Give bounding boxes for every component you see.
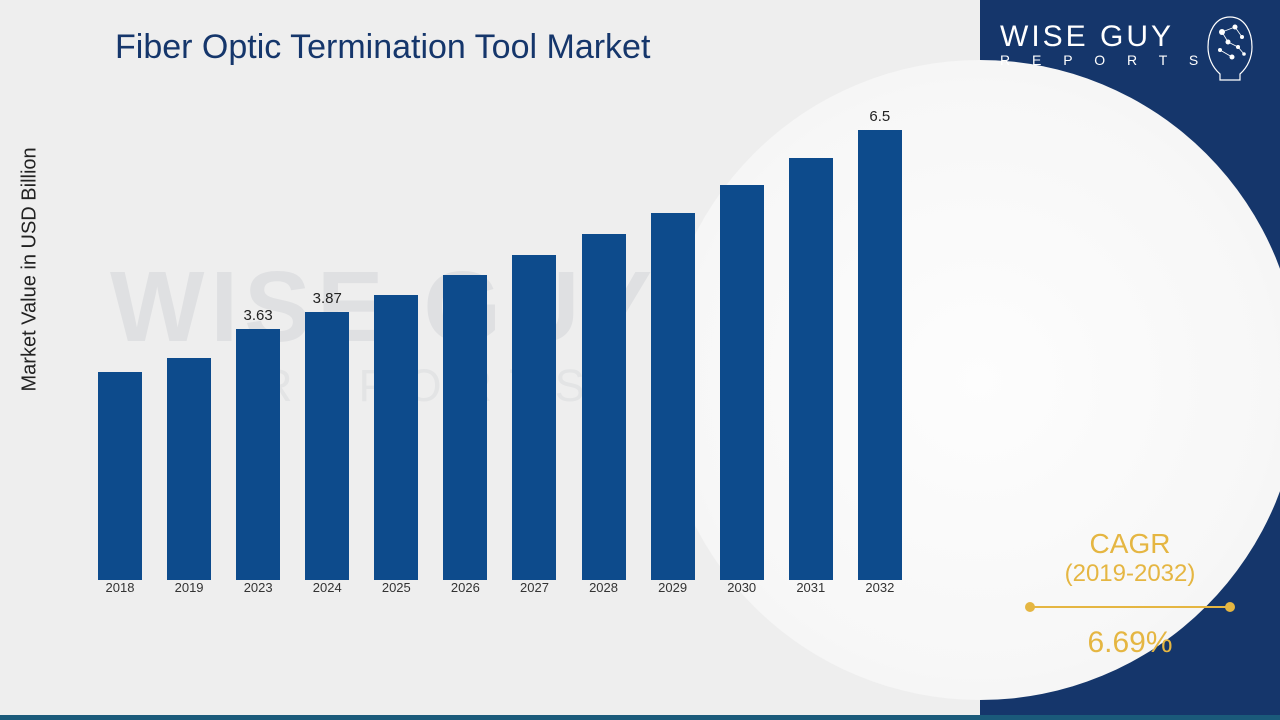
cagr-period: (2019-2032) — [1010, 560, 1250, 588]
x-tick-label: 2027 — [504, 580, 564, 600]
bar-slot: 3.63 — [228, 329, 288, 580]
x-tick-label: 2032 — [850, 580, 910, 600]
x-tick-label: 2030 — [712, 580, 772, 600]
bars-container: 3.633.876.5 — [90, 130, 910, 580]
bar — [512, 255, 556, 580]
bar — [167, 358, 211, 580]
chart-area: 3.633.876.5 2018201920232024202520262027… — [90, 130, 910, 600]
x-tick-label: 2019 — [159, 580, 219, 600]
bar — [720, 185, 764, 580]
x-axis: 2018 2019 2023 2024 2025 2026 2027 2028 2029 2030… — [90, 580, 910, 600]
bar-value-label: 3.63 — [228, 307, 288, 324]
bottom-accent-bar — [0, 715, 1280, 720]
bar-slot: 6.5 — [850, 130, 910, 580]
x-tick-label: 2023 — [228, 580, 288, 600]
chart-title: Fiber Optic Termination Tool Market — [115, 28, 650, 67]
bar-slot — [504, 255, 564, 580]
bar — [98, 372, 142, 580]
bar — [858, 130, 902, 580]
cagr-value: 6.69% — [1010, 626, 1250, 660]
bar-slot — [90, 372, 150, 580]
x-tick-label: 2018 — [90, 580, 150, 600]
x-tick-label: 2028 — [574, 580, 634, 600]
cagr-block: CAGR (2019-2032) 6.69% — [1010, 528, 1250, 660]
bar — [236, 329, 280, 580]
bar-slot — [366, 295, 426, 580]
bar — [305, 312, 349, 580]
head-icon — [1200, 12, 1260, 82]
bar-slot — [435, 275, 495, 580]
brand-logo: WISE GUY R E P O R T S — [1000, 20, 1260, 68]
x-tick-label: 2031 — [781, 580, 841, 600]
logo-text-main: WISE GUY — [1000, 20, 1174, 54]
bar-value-label: 3.87 — [297, 290, 357, 307]
bar — [374, 295, 418, 580]
bar-slot: 3.87 — [297, 312, 357, 580]
cagr-divider — [1030, 606, 1230, 608]
x-tick-label: 2024 — [297, 580, 357, 600]
bar-slot — [712, 185, 772, 580]
bar-slot — [781, 158, 841, 580]
bar — [789, 158, 833, 580]
bar — [582, 234, 626, 580]
bar — [443, 275, 487, 580]
bar-slot — [159, 358, 219, 580]
y-axis-label: Market Value in USD Billion — [19, 147, 42, 391]
bar-slot — [574, 234, 634, 580]
x-tick-label: 2029 — [643, 580, 703, 600]
bar-slot — [643, 213, 703, 580]
bar-value-label: 6.5 — [850, 108, 910, 125]
x-tick-label: 2025 — [366, 580, 426, 600]
bar — [651, 213, 695, 580]
cagr-label: CAGR — [1010, 528, 1250, 560]
x-tick-label: 2026 — [435, 580, 495, 600]
